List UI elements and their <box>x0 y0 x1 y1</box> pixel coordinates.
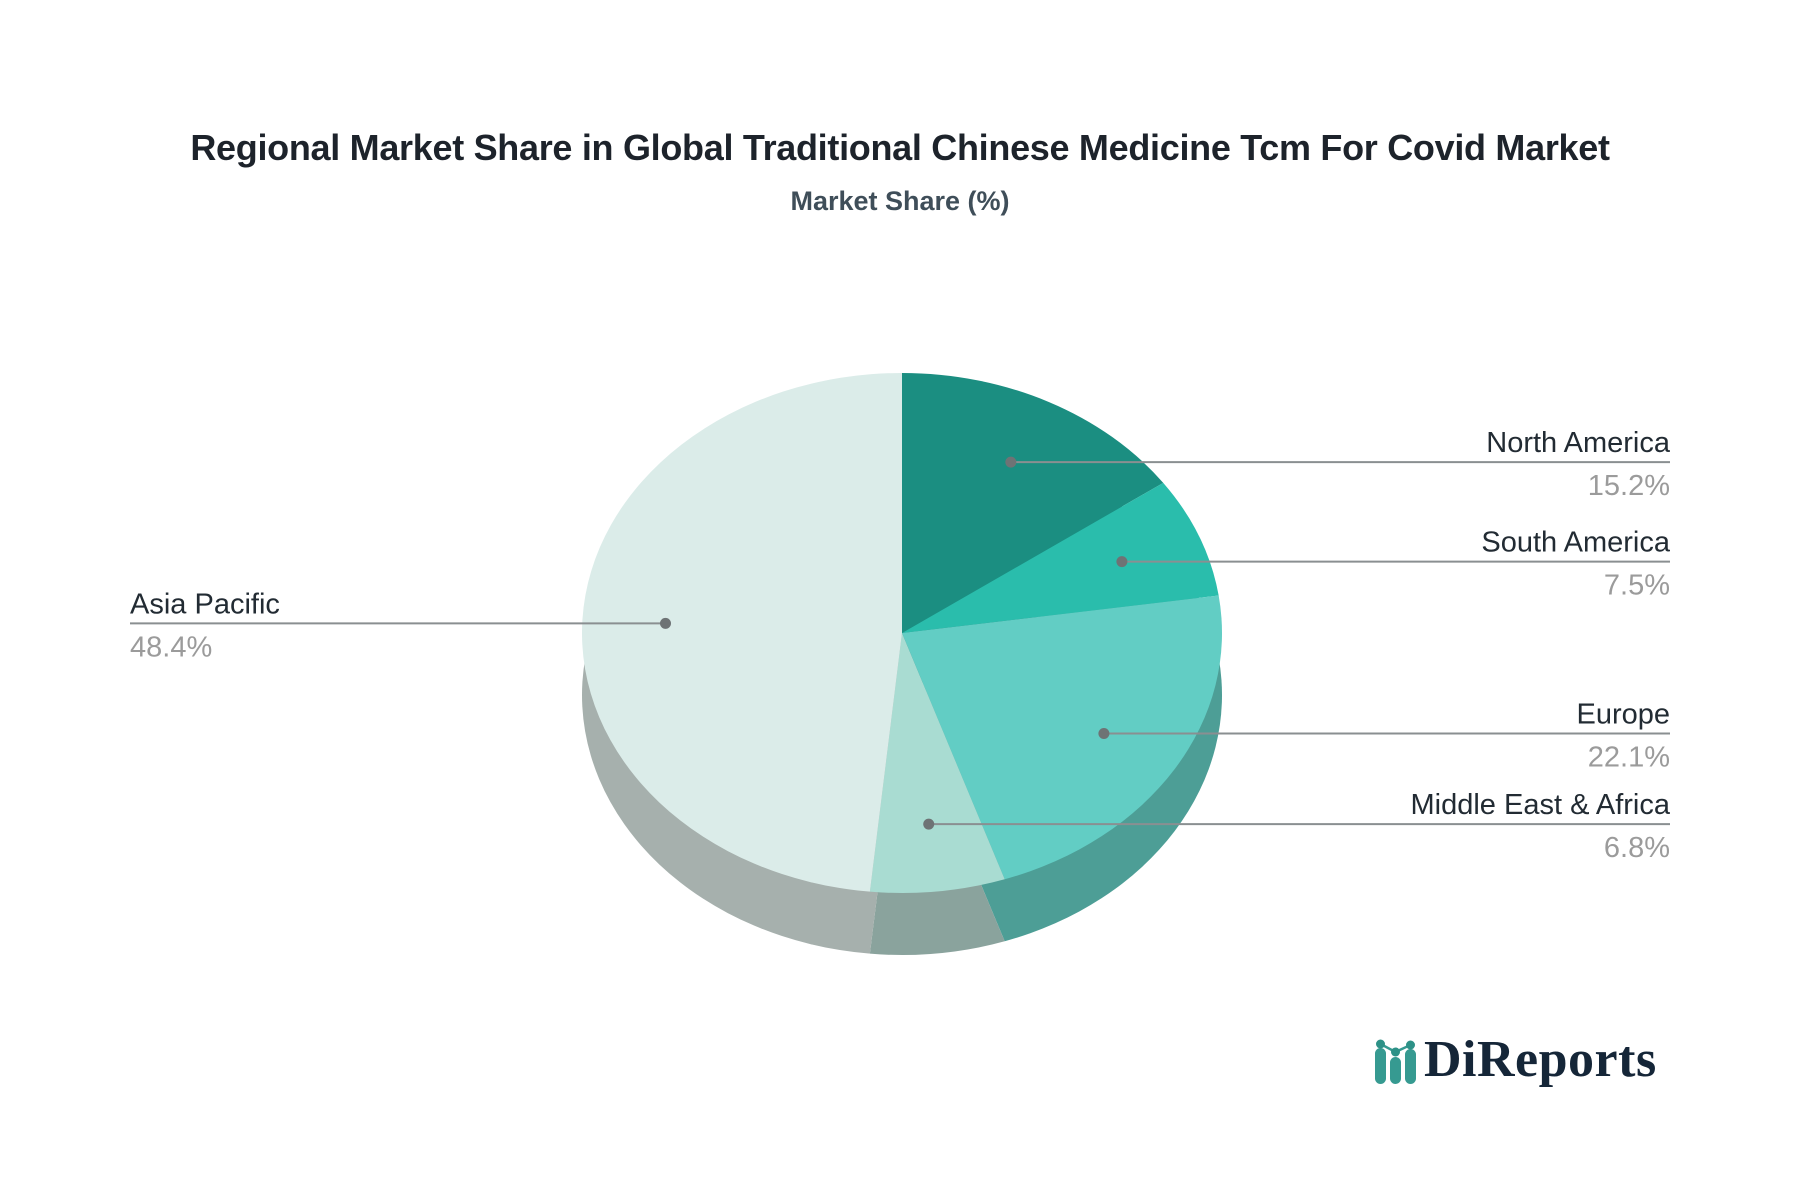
pie-slice-middle-east-africa[interactable] <box>869 633 1005 894</box>
leader-dot-middle-east-africa <box>923 818 935 830</box>
leader-dot-north-america <box>1005 456 1017 468</box>
chart-subtitle: Market Share (%) <box>790 186 1010 216</box>
slice-value-middle-east-africa: 6.8% <box>1604 832 1670 864</box>
slice-label-asia-pacific: Asia Pacific <box>130 588 280 620</box>
bar-line-chart-icon <box>1375 1039 1416 1084</box>
slice-label-middle-east-africa: Middle East & Africa <box>1411 789 1671 821</box>
slice-label-north-america: North America <box>1486 427 1671 459</box>
direports-logo: DiReports <box>1372 1034 1657 1086</box>
leader-dot-europe <box>1098 728 1110 740</box>
slice-value-europe: 22.1% <box>1588 742 1670 774</box>
leader-dot-south-america <box>1116 556 1128 568</box>
logo-text: DiReports <box>1424 1031 1657 1088</box>
slice-label-europe: Europe <box>1576 699 1670 731</box>
slice-value-north-america: 15.2% <box>1588 470 1670 502</box>
pie-slice-north-america[interactable] <box>902 373 1164 633</box>
pie-slice-europe[interactable] <box>902 595 1222 880</box>
pie-slice-south-america[interactable] <box>902 482 1219 633</box>
chart-title: Regional Market Share in Global Traditio… <box>190 127 1610 168</box>
slice-value-south-america: 7.5% <box>1604 570 1670 602</box>
leader-dot-asia-pacific <box>659 617 671 629</box>
slice-value-asia-pacific: 48.4% <box>130 631 212 663</box>
slice-label-south-america: South America <box>1481 527 1670 559</box>
pie-slice-asia-pacific[interactable] <box>582 373 902 892</box>
